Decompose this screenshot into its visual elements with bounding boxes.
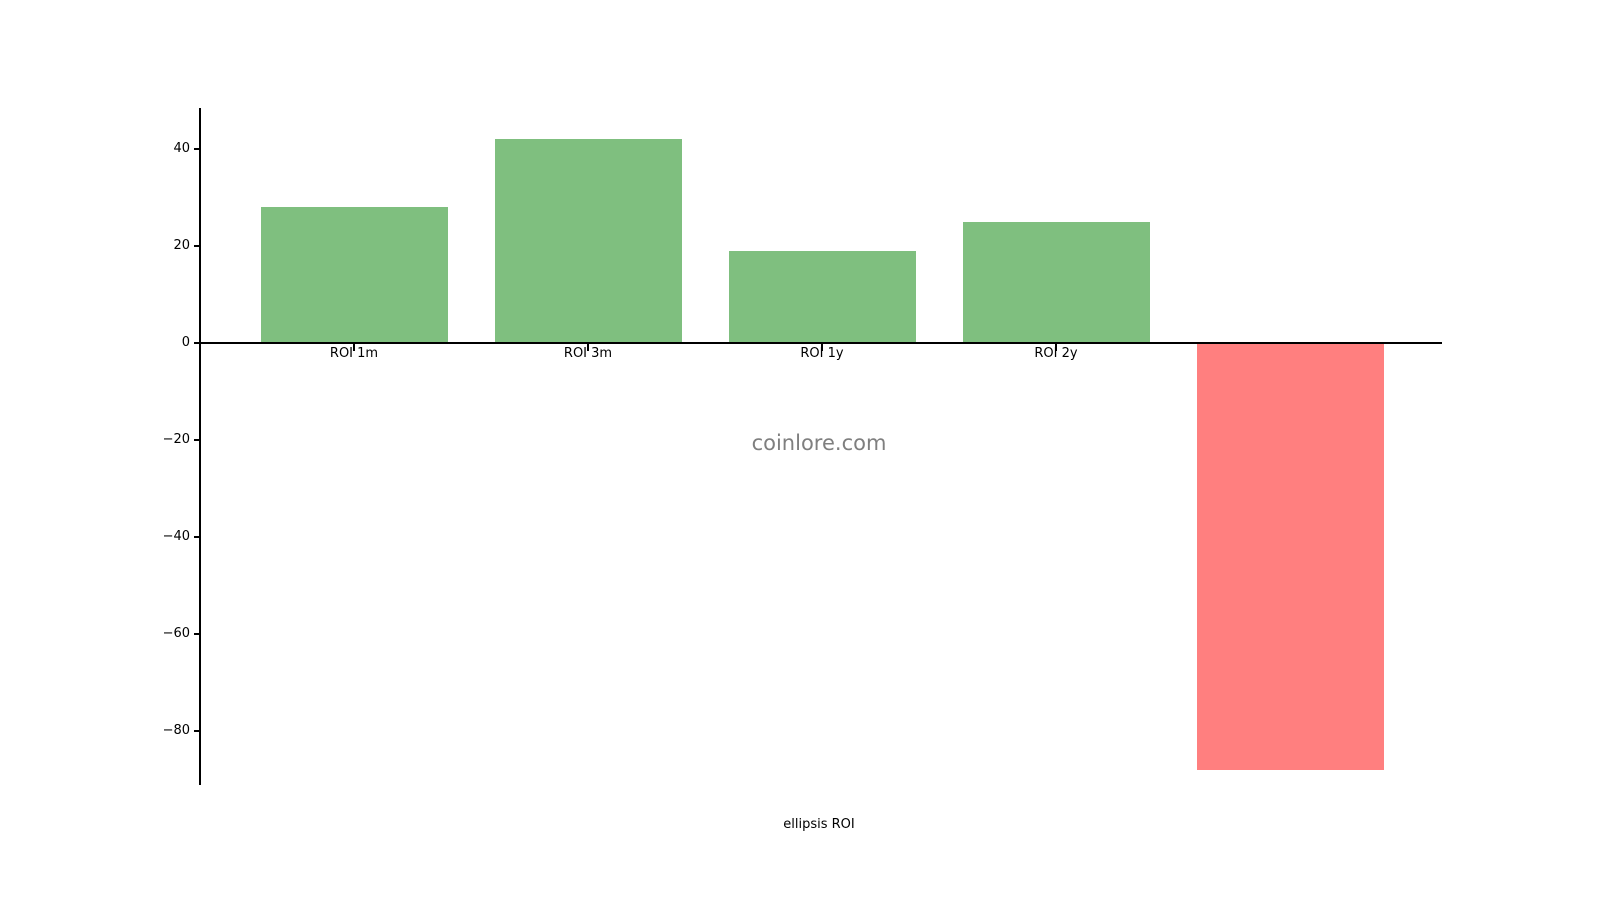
y-axis-spine xyxy=(199,108,201,785)
watermark-text: coinlore.com xyxy=(751,431,887,455)
y-tick-label: −20 xyxy=(162,431,190,447)
x-tick-label: ROI 2y xyxy=(1034,346,1078,361)
bar-roi-3m xyxy=(494,139,682,343)
x-tick-label: ROI 3m xyxy=(563,346,613,361)
x-tick-mark xyxy=(587,343,589,351)
y-tick-mark xyxy=(194,148,199,150)
x-tick-label: ROI 1m xyxy=(329,346,379,361)
y-tick-label: 20 xyxy=(173,237,190,253)
x-tick-mark xyxy=(821,343,823,351)
y-tick-mark xyxy=(194,730,199,732)
y-tick-mark xyxy=(194,536,199,538)
y-tick-label: −40 xyxy=(162,528,190,544)
y-tick-mark xyxy=(194,245,199,247)
x-tick-mark xyxy=(353,343,355,351)
y-tick-mark xyxy=(194,633,199,635)
y-tick-label: −80 xyxy=(162,722,190,738)
y-tick-label: 40 xyxy=(173,140,190,156)
y-tick-label: −60 xyxy=(162,625,190,641)
bar-roi-1m xyxy=(260,207,448,343)
x-axis-line xyxy=(199,342,1442,344)
y-tick-mark xyxy=(194,342,199,344)
y-tick-label: 0 xyxy=(181,334,190,350)
bar-roi-2y xyxy=(962,221,1150,343)
bar-roi-1y xyxy=(728,250,916,343)
bar-unlabeled xyxy=(1196,343,1384,770)
y-tick-mark xyxy=(194,439,199,441)
x-tick-label: ROI 1y xyxy=(800,346,844,361)
x-tick-mark xyxy=(1055,343,1057,351)
chart-title: ellipsis ROI xyxy=(783,817,855,832)
